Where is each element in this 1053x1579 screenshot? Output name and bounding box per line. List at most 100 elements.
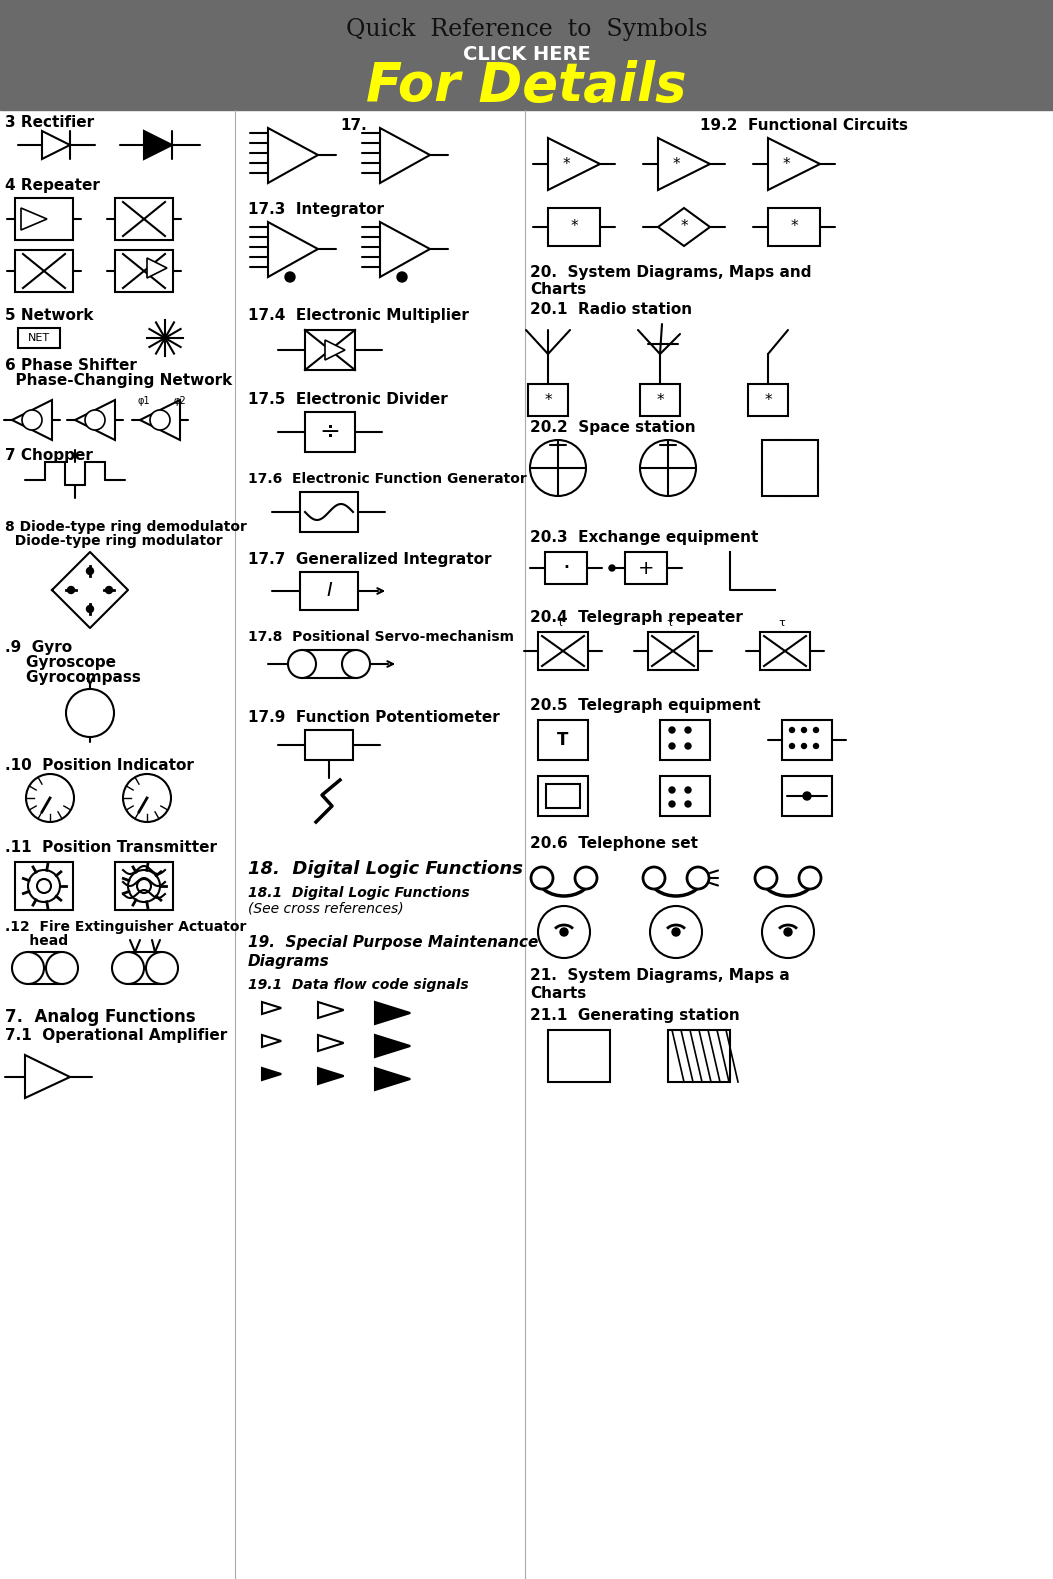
Circle shape bbox=[137, 880, 151, 894]
Circle shape bbox=[12, 952, 44, 984]
Circle shape bbox=[669, 801, 675, 807]
Circle shape bbox=[803, 793, 811, 801]
Bar bbox=[300, 493, 358, 532]
Bar bbox=[115, 197, 173, 240]
Bar bbox=[640, 384, 680, 415]
Text: 18.  Digital Logic Functions: 18. Digital Logic Functions bbox=[249, 861, 523, 878]
Polygon shape bbox=[12, 399, 52, 441]
Bar bbox=[545, 553, 587, 584]
Text: 17.6  Electronic Function Generator: 17.6 Electronic Function Generator bbox=[249, 472, 526, 486]
Bar bbox=[115, 249, 173, 292]
Text: *: * bbox=[680, 219, 688, 235]
Bar bbox=[115, 862, 173, 910]
Text: 6 Phase Shifter: 6 Phase Shifter bbox=[5, 358, 137, 373]
Text: 17.8  Positional Servo-mechanism: 17.8 Positional Servo-mechanism bbox=[249, 630, 514, 644]
Circle shape bbox=[755, 867, 777, 889]
Bar bbox=[528, 384, 568, 415]
Circle shape bbox=[801, 744, 807, 748]
Text: 8 Diode-type ring demodulator: 8 Diode-type ring demodulator bbox=[5, 519, 246, 534]
Polygon shape bbox=[262, 1003, 281, 1014]
Polygon shape bbox=[380, 128, 430, 183]
Circle shape bbox=[669, 726, 675, 733]
Text: Charts: Charts bbox=[530, 283, 587, 297]
Text: Quick  Reference  to  Symbols: Quick Reference to Symbols bbox=[345, 17, 708, 41]
Circle shape bbox=[669, 786, 675, 793]
Bar bbox=[305, 729, 353, 759]
Circle shape bbox=[86, 567, 94, 575]
Text: .9  Gyro: .9 Gyro bbox=[5, 639, 72, 655]
Text: Diagrams: Diagrams bbox=[249, 954, 330, 970]
Text: Gyroscope: Gyroscope bbox=[5, 655, 116, 669]
Text: *: * bbox=[562, 156, 570, 172]
Circle shape bbox=[26, 774, 74, 823]
Polygon shape bbox=[42, 131, 69, 159]
Circle shape bbox=[538, 906, 590, 958]
Circle shape bbox=[790, 744, 795, 748]
Bar bbox=[548, 1030, 610, 1082]
Circle shape bbox=[686, 726, 691, 733]
Bar bbox=[0, 0, 1053, 111]
Circle shape bbox=[814, 744, 818, 748]
Bar bbox=[760, 632, 810, 669]
Text: CLICK HERE: CLICK HERE bbox=[462, 44, 591, 65]
Text: *: * bbox=[544, 393, 552, 407]
Bar bbox=[15, 197, 73, 240]
Polygon shape bbox=[658, 137, 710, 189]
Text: *: * bbox=[656, 393, 663, 407]
Polygon shape bbox=[380, 223, 430, 276]
Text: 17.4  Electronic Multiplier: 17.4 Electronic Multiplier bbox=[249, 308, 469, 324]
Circle shape bbox=[37, 880, 51, 894]
Bar bbox=[660, 775, 710, 816]
Text: ÷: ÷ bbox=[319, 420, 340, 444]
Bar bbox=[782, 775, 832, 816]
Text: 20.1  Radio station: 20.1 Radio station bbox=[530, 302, 692, 317]
Text: 17.5  Electronic Divider: 17.5 Electronic Divider bbox=[249, 392, 448, 407]
Text: 20.3  Exchange equipment: 20.3 Exchange equipment bbox=[530, 531, 758, 545]
Polygon shape bbox=[658, 208, 710, 246]
Polygon shape bbox=[269, 223, 318, 276]
Text: 20.5  Telegraph equipment: 20.5 Telegraph equipment bbox=[530, 698, 760, 714]
Polygon shape bbox=[269, 128, 318, 183]
Text: +: + bbox=[638, 559, 654, 578]
Circle shape bbox=[672, 928, 680, 936]
Circle shape bbox=[123, 774, 171, 823]
Text: I: I bbox=[326, 581, 332, 600]
Text: 20.2  Space station: 20.2 Space station bbox=[530, 420, 696, 434]
Polygon shape bbox=[375, 1067, 411, 1090]
Text: head: head bbox=[5, 935, 68, 947]
Text: 7.1  Operational Amplifier: 7.1 Operational Amplifier bbox=[5, 1028, 227, 1044]
Text: Charts: Charts bbox=[530, 985, 587, 1001]
Text: *: * bbox=[764, 393, 772, 407]
Circle shape bbox=[105, 586, 113, 594]
Circle shape bbox=[560, 928, 568, 936]
Text: *: * bbox=[782, 156, 790, 172]
Circle shape bbox=[342, 651, 370, 677]
Text: 21.1  Generating station: 21.1 Generating station bbox=[530, 1007, 740, 1023]
Text: 17.3  Integrator: 17.3 Integrator bbox=[249, 202, 384, 216]
Circle shape bbox=[22, 411, 42, 429]
Circle shape bbox=[790, 728, 795, 733]
Text: NET: NET bbox=[28, 333, 51, 343]
Text: 17.7  Generalized Integrator: 17.7 Generalized Integrator bbox=[249, 553, 492, 567]
Circle shape bbox=[285, 272, 295, 283]
Text: Diode-type ring modulator: Diode-type ring modulator bbox=[5, 534, 222, 548]
Text: 21.  System Diagrams, Maps a: 21. System Diagrams, Maps a bbox=[530, 968, 790, 984]
Circle shape bbox=[397, 272, 408, 283]
Bar bbox=[668, 1030, 730, 1082]
Circle shape bbox=[150, 411, 170, 429]
Bar bbox=[768, 208, 820, 246]
Text: 19.1  Data flow code signals: 19.1 Data flow code signals bbox=[249, 977, 469, 992]
Circle shape bbox=[531, 867, 553, 889]
Text: T: T bbox=[557, 731, 569, 748]
Polygon shape bbox=[318, 1003, 343, 1018]
Bar bbox=[660, 720, 710, 759]
Circle shape bbox=[146, 952, 178, 984]
Polygon shape bbox=[140, 399, 180, 441]
Circle shape bbox=[112, 952, 144, 984]
Circle shape bbox=[762, 906, 814, 958]
Circle shape bbox=[799, 867, 821, 889]
Text: φ2: φ2 bbox=[174, 396, 186, 406]
Text: 3 Rectifier: 3 Rectifier bbox=[5, 115, 94, 129]
Bar bbox=[305, 412, 355, 452]
Circle shape bbox=[640, 441, 696, 496]
